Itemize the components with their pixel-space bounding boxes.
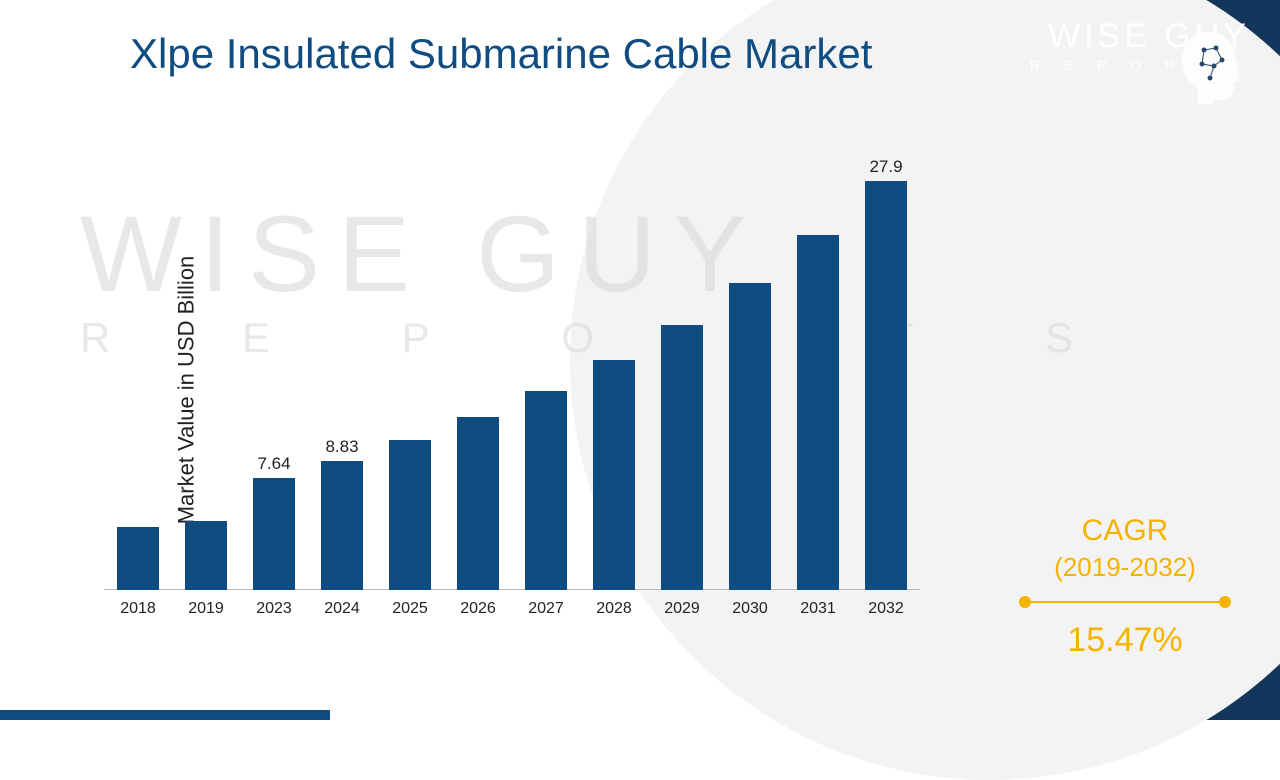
cagr-label: CAGR xyxy=(1000,514,1250,548)
bar-category-label: 2031 xyxy=(800,600,836,618)
brand-logo: WISE GUY R E P O R T S xyxy=(1030,18,1250,73)
bar xyxy=(321,461,363,591)
cagr-range: (2019-2032) xyxy=(1000,552,1250,583)
bar-value-label: 8.83 xyxy=(325,437,358,457)
bar xyxy=(593,360,635,590)
bar-category-label: 2030 xyxy=(732,600,768,618)
bar-category-label: 2026 xyxy=(460,600,496,618)
bar-wrap: 2029 xyxy=(648,150,716,590)
bar xyxy=(661,325,703,590)
bar-wrap: 7.642023 xyxy=(240,150,308,590)
bar-value-label: 7.64 xyxy=(257,454,290,474)
bar-wrap: 2030 xyxy=(716,150,784,590)
bar xyxy=(457,417,499,590)
bar-category-label: 2025 xyxy=(392,600,428,618)
chart-title: Xlpe Insulated Submarine Cable Market xyxy=(130,30,872,78)
head-silhouette-icon xyxy=(1174,30,1244,105)
bar xyxy=(389,440,431,590)
bar-wrap: 2026 xyxy=(444,150,512,590)
bar-wrap: 2031 xyxy=(784,150,852,590)
cagr-divider xyxy=(1025,601,1225,603)
bar-wrap: 2028 xyxy=(580,150,648,590)
bar-wrap: 2027 xyxy=(512,150,580,590)
bar xyxy=(117,527,159,590)
bar xyxy=(797,235,839,590)
bar xyxy=(865,181,907,590)
bar-value-label: 27.9 xyxy=(869,157,902,177)
bar-category-label: 2028 xyxy=(596,600,632,618)
bar-wrap: 27.92032 xyxy=(852,150,920,590)
cagr-value: 15.47% xyxy=(1000,621,1250,660)
bar-category-label: 2018 xyxy=(120,600,156,618)
bar xyxy=(729,283,771,590)
bar-category-label: 2019 xyxy=(188,600,224,618)
chart-area: Market Value in USD Billion 201820197.64… xyxy=(60,150,920,630)
bar-category-label: 2027 xyxy=(528,600,564,618)
bar xyxy=(185,521,227,590)
bar xyxy=(525,391,567,590)
cagr-block: CAGR (2019-2032) 15.47% xyxy=(1000,514,1250,660)
bar-wrap: 8.832024 xyxy=(308,150,376,590)
bar xyxy=(253,478,295,590)
bar-category-label: 2032 xyxy=(868,600,904,618)
bar-category-label: 2029 xyxy=(664,600,700,618)
bar-wrap: 2025 xyxy=(376,150,444,590)
bar-category-label: 2024 xyxy=(324,600,360,618)
bar-wrap: 2018 xyxy=(104,150,172,590)
bar-category-label: 2023 xyxy=(256,600,292,618)
bar-plot: 201820197.6420238.8320242025202620272028… xyxy=(104,150,920,590)
bottom-accent-bar xyxy=(0,710,330,720)
bar-wrap: 2019 xyxy=(172,150,240,590)
